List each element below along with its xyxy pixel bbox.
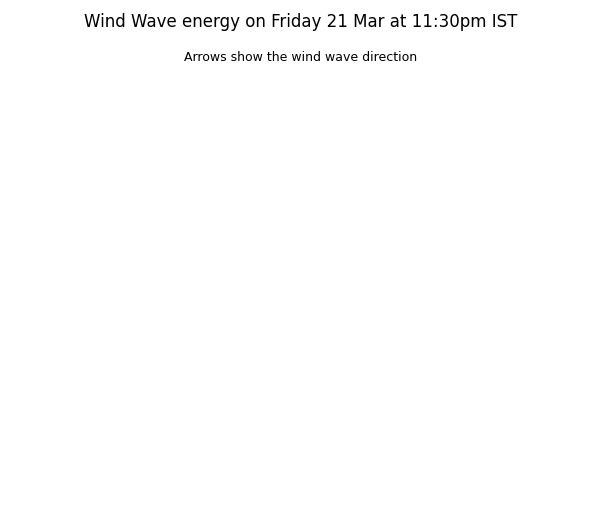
- Text: Wind Wave energy on Friday 21 Mar at 11:30pm IST: Wind Wave energy on Friday 21 Mar at 11:…: [84, 13, 517, 31]
- Text: Arrows show the wind wave direction: Arrows show the wind wave direction: [184, 51, 417, 65]
